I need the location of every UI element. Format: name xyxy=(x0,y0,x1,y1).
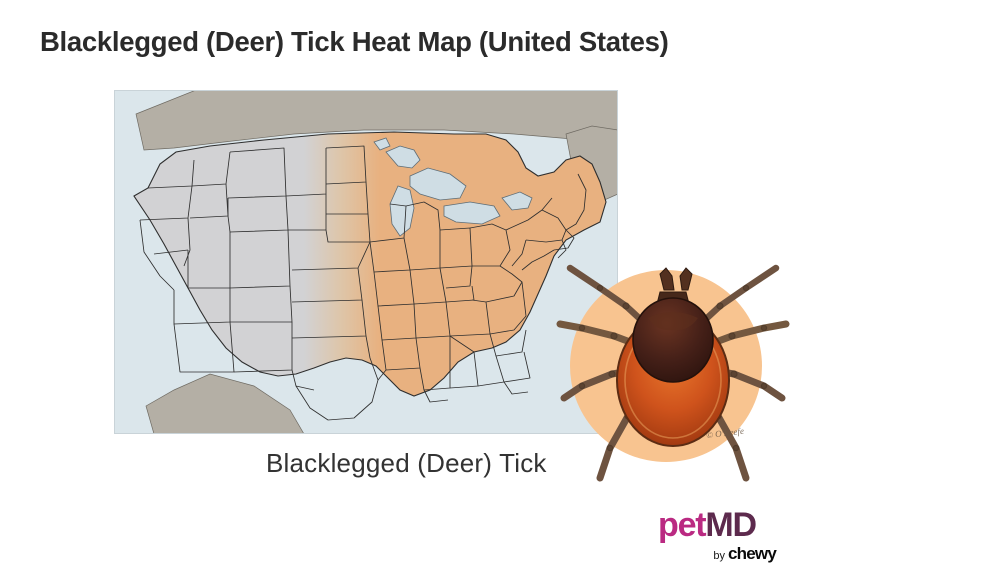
petmd-wordmark: petMD xyxy=(658,508,778,542)
petmd-logo[interactable]: petMD by chewy xyxy=(658,508,778,566)
us-heat-map-svg xyxy=(114,90,618,434)
tick-scutum xyxy=(632,297,714,383)
map-caption: Blacklegged (Deer) Tick xyxy=(266,448,547,478)
logo-chewy-text: chewy xyxy=(728,544,777,563)
united-states-landmass xyxy=(133,131,607,397)
tick-scutum-marking xyxy=(648,312,698,331)
tick-heat-map xyxy=(114,90,618,434)
state-borders xyxy=(139,145,587,421)
great-lakes xyxy=(373,137,533,237)
logo-by-text: by xyxy=(713,550,726,562)
map-frame xyxy=(114,90,618,434)
logo-md-text: MD xyxy=(705,506,757,544)
logo-pet-text: pet xyxy=(658,506,707,544)
tick-illustration: © O'Keefe xyxy=(548,232,798,502)
tick-svg xyxy=(556,264,790,482)
page-title: Blacklegged (Deer) Tick Heat Map (United… xyxy=(40,26,669,57)
petmd-tagline: by chewy xyxy=(658,545,778,563)
